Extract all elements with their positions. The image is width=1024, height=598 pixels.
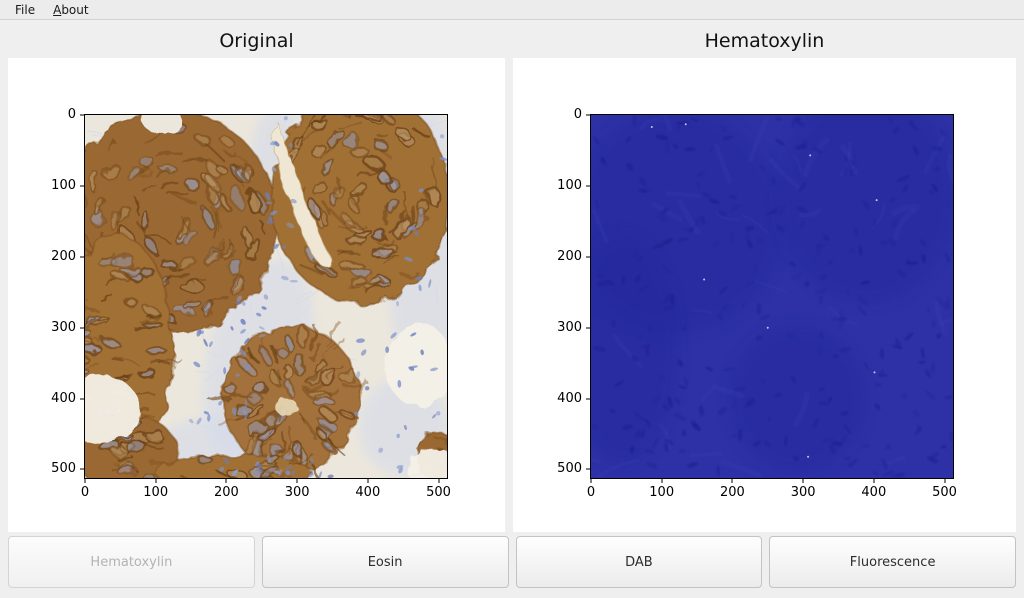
hematoxylin-image-panel: 0 100 200 300 400 500 0 100 200 300 400 500: [513, 58, 1016, 532]
x-tick-label: 100: [143, 485, 169, 500]
x-tick-mark: [590, 479, 592, 483]
y-tick-label: 400: [51, 390, 76, 406]
y-tick-mark: [80, 114, 84, 116]
x-tick-mark: [438, 479, 440, 483]
y-tick-label: 100: [557, 177, 582, 193]
y-tick-mark: [586, 256, 590, 258]
y-tick-label: 100: [51, 177, 76, 193]
original-plot-axes: 0 100 200 300 400 500 0 100 200 300 400 500: [51, 108, 451, 500]
right-panel-title: Hematoxylin: [704, 30, 825, 52]
y-tick-label: 300: [557, 319, 582, 335]
y-tick-label: 200: [51, 248, 76, 264]
hematoxylin-channel-image: [591, 115, 953, 478]
original-image-panel: 0 100 200 300 400 500 0 100 200 300 400 500: [8, 58, 505, 532]
x-tick-label: 0: [80, 485, 90, 500]
x-tick-label: 500: [932, 485, 957, 500]
y-tick-mark: [586, 468, 590, 470]
x-tick-label: 200: [719, 485, 745, 500]
x-tick-label: 100: [649, 485, 675, 500]
x-tick-label: 300: [790, 485, 816, 500]
y-tick-mark: [80, 398, 84, 400]
hematoxylin-plot-axes: 0 100 200 300 400 500 0 100 200 300 400 500: [557, 108, 957, 500]
x-tick-mark: [731, 479, 733, 483]
menu-file[interactable]: File: [15, 2, 36, 17]
y-tick-label: 300: [51, 319, 76, 335]
channel-button-row: Hematoxylin Eosin DAB Fluorescence: [8, 536, 1016, 588]
x-tick-mark: [944, 479, 946, 483]
fluorescence-button[interactable]: Fluorescence: [769, 536, 1016, 588]
y-tick-mark: [80, 185, 84, 187]
y-tick-label: 500: [557, 461, 582, 477]
x-tick-mark: [802, 479, 804, 483]
x-tick-label: 400: [861, 485, 887, 500]
y-tick-mark: [80, 468, 84, 470]
x-tick-mark: [367, 479, 369, 483]
menu-bar: File About: [0, 0, 1024, 20]
y-tick-mark: [586, 327, 590, 329]
dab-button[interactable]: DAB: [515, 536, 763, 588]
x-tick-mark: [296, 479, 298, 483]
y-tick-mark: [80, 327, 84, 329]
y-tick-mark: [80, 256, 84, 258]
y-tick-mark: [586, 114, 590, 116]
x-tick-label: 200: [213, 485, 239, 500]
x-tick-mark: [661, 479, 663, 483]
x-tick-label: 300: [284, 485, 310, 500]
hematoxylin-button: Hematoxylin: [8, 536, 255, 588]
x-tick-mark: [155, 479, 157, 483]
x-tick-label: 0: [586, 485, 596, 500]
y-tick-label: 500: [51, 461, 76, 477]
y-tick-label: 200: [557, 248, 582, 264]
x-tick-label: 500: [426, 485, 451, 500]
menu-about[interactable]: About: [53, 2, 89, 17]
x-tick-mark: [873, 479, 875, 483]
y-tick-label: 0: [573, 107, 582, 122]
x-tick-mark: [84, 479, 86, 483]
eosin-button[interactable]: Eosin: [261, 536, 509, 588]
x-tick-mark: [225, 479, 227, 483]
x-tick-label: 400: [355, 485, 381, 500]
y-tick-label: 0: [67, 107, 76, 122]
y-tick-mark: [586, 185, 590, 187]
y-tick-label: 400: [557, 390, 582, 406]
y-tick-mark: [586, 398, 590, 400]
original-ihc-image: [85, 115, 447, 478]
left-panel-title: Original: [219, 30, 294, 52]
